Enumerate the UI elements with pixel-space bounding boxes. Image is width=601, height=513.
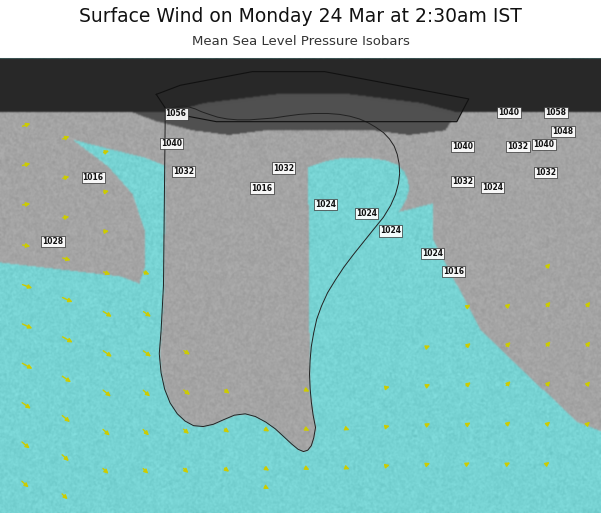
Text: 1016: 1016 — [83, 173, 103, 182]
Text: 1016: 1016 — [444, 267, 464, 277]
Text: 1016: 1016 — [252, 184, 272, 192]
Text: Mean Sea Level Pressure Isobars: Mean Sea Level Pressure Isobars — [192, 35, 409, 48]
Text: 1056: 1056 — [166, 109, 186, 119]
Text: 1040: 1040 — [534, 140, 554, 149]
Text: 1024: 1024 — [483, 183, 503, 192]
Text: 1032: 1032 — [508, 142, 528, 151]
Text: 1032: 1032 — [453, 177, 473, 186]
Text: 1040: 1040 — [161, 139, 182, 148]
Text: 1032: 1032 — [273, 164, 294, 172]
Text: 1048: 1048 — [552, 127, 574, 136]
Text: Surface Wind on Monday 24 Mar at 2:30am IST: Surface Wind on Monday 24 Mar at 2:30am … — [79, 7, 522, 26]
Text: 1028: 1028 — [42, 237, 64, 246]
Text: 1040: 1040 — [499, 108, 519, 117]
Text: 1024: 1024 — [356, 209, 377, 218]
Text: 1032: 1032 — [535, 168, 556, 177]
Text: 1024: 1024 — [423, 249, 443, 258]
Text: 1058: 1058 — [546, 108, 566, 117]
Text: 1040: 1040 — [453, 142, 473, 151]
Text: 1024: 1024 — [316, 200, 336, 209]
Text: 1024: 1024 — [380, 226, 401, 235]
Text: 1032: 1032 — [173, 167, 194, 176]
